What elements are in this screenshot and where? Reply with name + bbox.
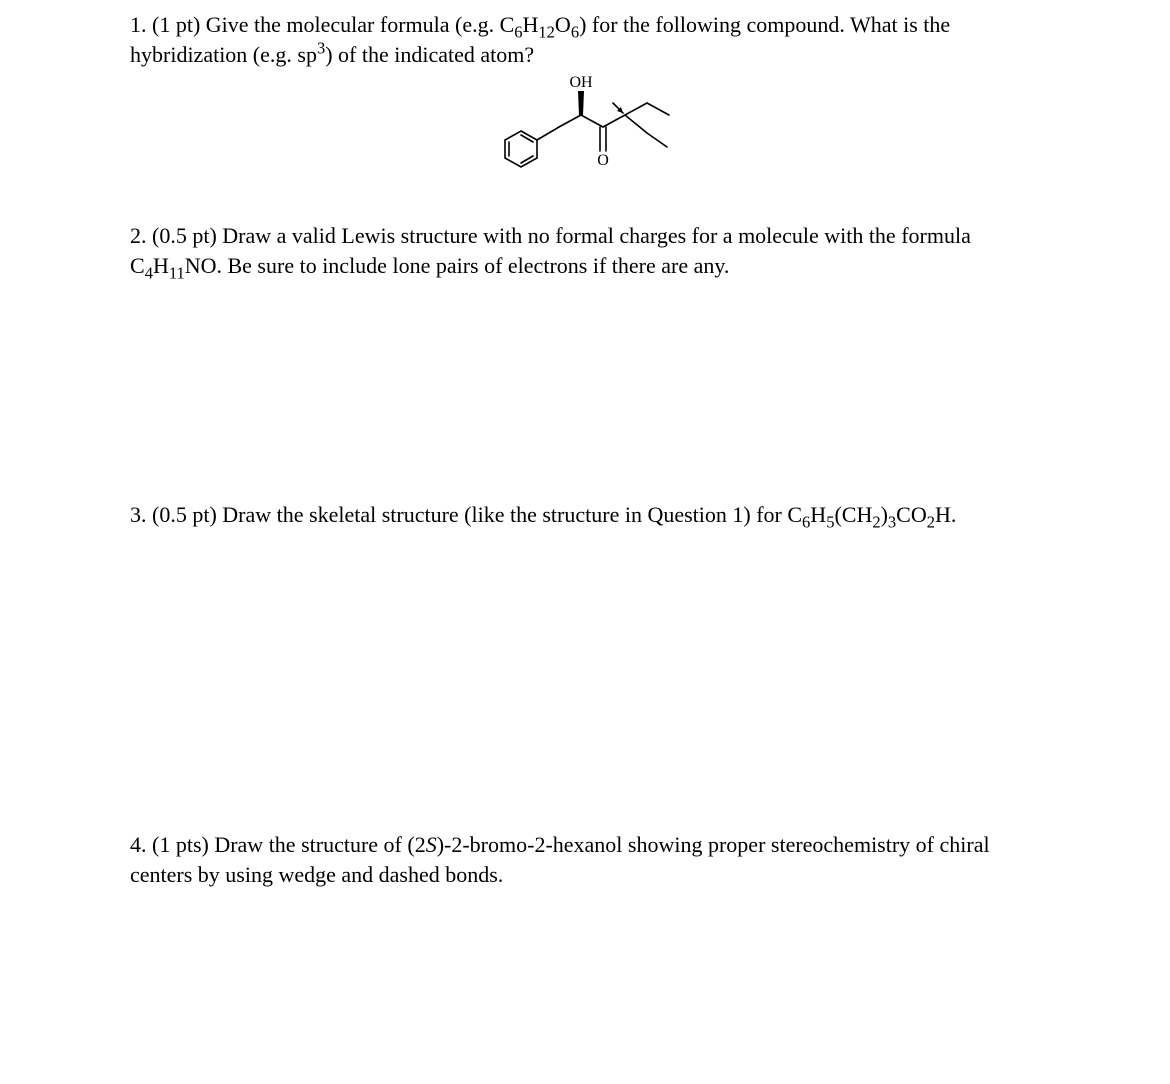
- q3-sub4: 3: [888, 513, 896, 532]
- q1-sub2: 12: [538, 22, 555, 41]
- label-oh: OH: [569, 74, 593, 91]
- q4-number: 4.: [130, 832, 147, 857]
- q1-text-a: Give the molecular formula (e.g. C: [206, 12, 515, 37]
- q1-mid1: H: [523, 12, 539, 37]
- q2-sub2: 11: [169, 263, 185, 282]
- question-2: 2. (0.5 pt) Draw a valid Lewis structure…: [130, 221, 1040, 280]
- q3-mid2: (CH: [834, 502, 872, 527]
- q3-sub5: 2: [927, 513, 935, 532]
- q3-number: 3.: [130, 502, 147, 527]
- q1-mid2: O: [555, 12, 571, 37]
- label-o: O: [597, 152, 609, 169]
- q3-text-a: Draw the skeletal structure (like the st…: [222, 502, 802, 527]
- q3-sub3: 2: [872, 513, 880, 532]
- q1-figure: OH O: [130, 73, 1040, 191]
- q2-sub1: 4: [145, 263, 153, 282]
- q1-number: 1.: [130, 12, 147, 37]
- q1-sub3: 6: [571, 22, 579, 41]
- q1-sup: 3: [317, 38, 325, 57]
- q1-sub1: 6: [514, 22, 522, 41]
- q1-text-c: ) of the indicated atom?: [325, 42, 534, 67]
- q3-mid3: ): [881, 502, 888, 527]
- document-page: 1. (1 pt) Give the molecular formula (e.…: [0, 0, 1170, 1084]
- q4-points: (1 pts): [152, 832, 209, 857]
- q2-points: (0.5 pt): [152, 223, 217, 248]
- q3-mid4: CO: [896, 502, 927, 527]
- q4-text-a: Draw the structure of (2: [214, 832, 425, 857]
- q3-mid1: H: [810, 502, 826, 527]
- question-4: 4. (1 pts) Draw the structure of (2S)-2-…: [130, 830, 1040, 889]
- q2-mid1: H: [153, 253, 169, 278]
- q3-points: (0.5 pt): [152, 502, 217, 527]
- q2-mid2: NO. Be sure to include lone pairs of ele…: [185, 253, 730, 278]
- q2-number: 2.: [130, 223, 147, 248]
- question-1: 1. (1 pt) Give the molecular formula (e.…: [130, 10, 1040, 191]
- q1-points: (1 pt): [152, 12, 200, 37]
- question-3: 3. (0.5 pt) Draw the skeletal structure …: [130, 500, 1040, 530]
- molecule-svg: OH O: [485, 73, 685, 183]
- q3-mid5: H.: [935, 502, 956, 527]
- q4-stereo: S: [426, 832, 437, 857]
